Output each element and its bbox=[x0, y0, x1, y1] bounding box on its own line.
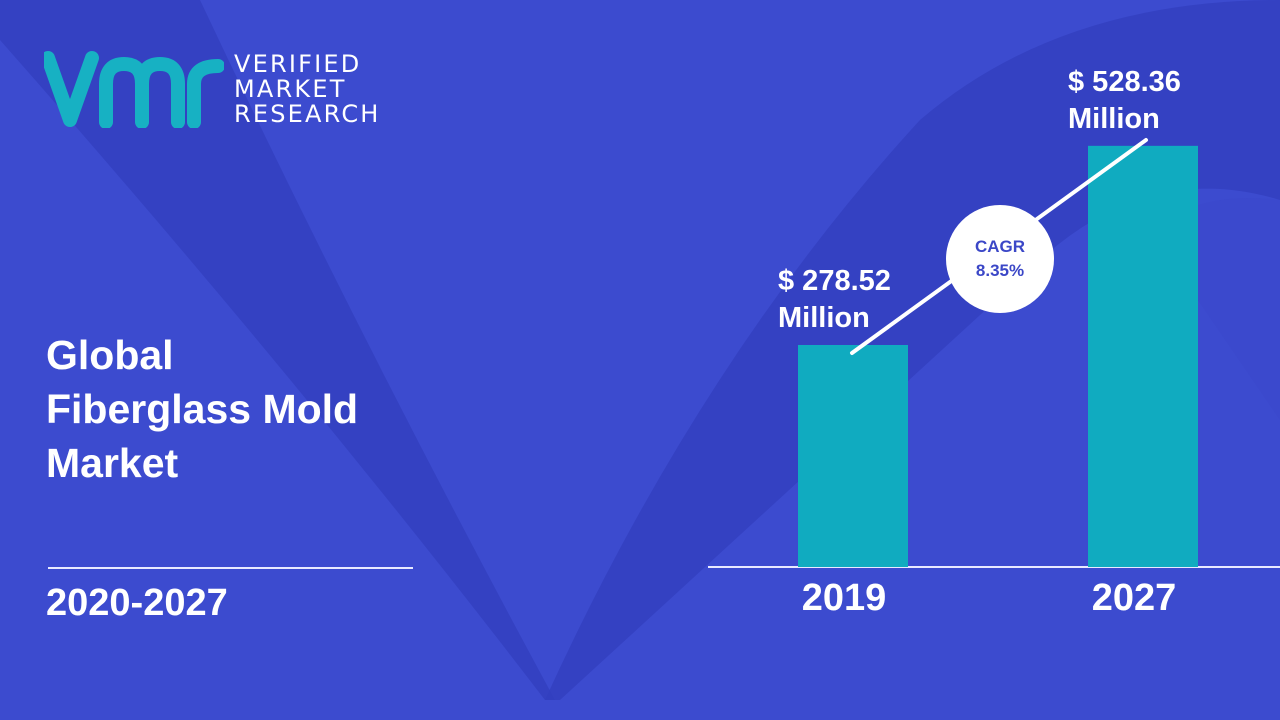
forecast-period: 2020-2027 bbox=[46, 582, 228, 624]
value-amount: $ 528.36 bbox=[1068, 65, 1181, 98]
bar-2027 bbox=[1088, 145, 1198, 567]
brand-name-line: VERIFIED bbox=[234, 50, 362, 78]
value-unit: Million bbox=[778, 301, 870, 334]
vmr-logo-icon bbox=[44, 51, 224, 128]
cagr-label: CAGR bbox=[974, 237, 1026, 256]
x-tick-label-2027: 2027 bbox=[1091, 577, 1177, 619]
brand-name-line: MARKET bbox=[234, 75, 347, 103]
x-tick-label-2019: 2019 bbox=[801, 577, 887, 619]
brand-name: VERIFIED MARKET RESEARCH bbox=[234, 52, 381, 127]
cagr-badge: CAGR 8.35% bbox=[946, 205, 1054, 313]
brand-name-line: RESEARCH bbox=[234, 100, 381, 128]
cagr-value: 8.35% bbox=[975, 261, 1025, 280]
title-line: Fiberglass Mold bbox=[46, 386, 359, 432]
value-amount: $ 278.52 bbox=[778, 264, 891, 297]
bar-value-label-2027: $ 528.36 Million bbox=[1068, 64, 1181, 138]
title-line: Global bbox=[46, 332, 174, 378]
title-line: Market bbox=[46, 440, 179, 486]
background-v-shape-left bbox=[0, 0, 555, 700]
bar-2019 bbox=[798, 344, 908, 567]
brand-logo: VERIFIED MARKET RESEARCH bbox=[44, 50, 404, 130]
page-title: Global Fiberglass Mold Market bbox=[46, 328, 426, 490]
value-unit: Million bbox=[1068, 102, 1160, 135]
bar-value-label-2019: $ 278.52 Million bbox=[778, 263, 891, 337]
title-divider bbox=[48, 567, 413, 569]
